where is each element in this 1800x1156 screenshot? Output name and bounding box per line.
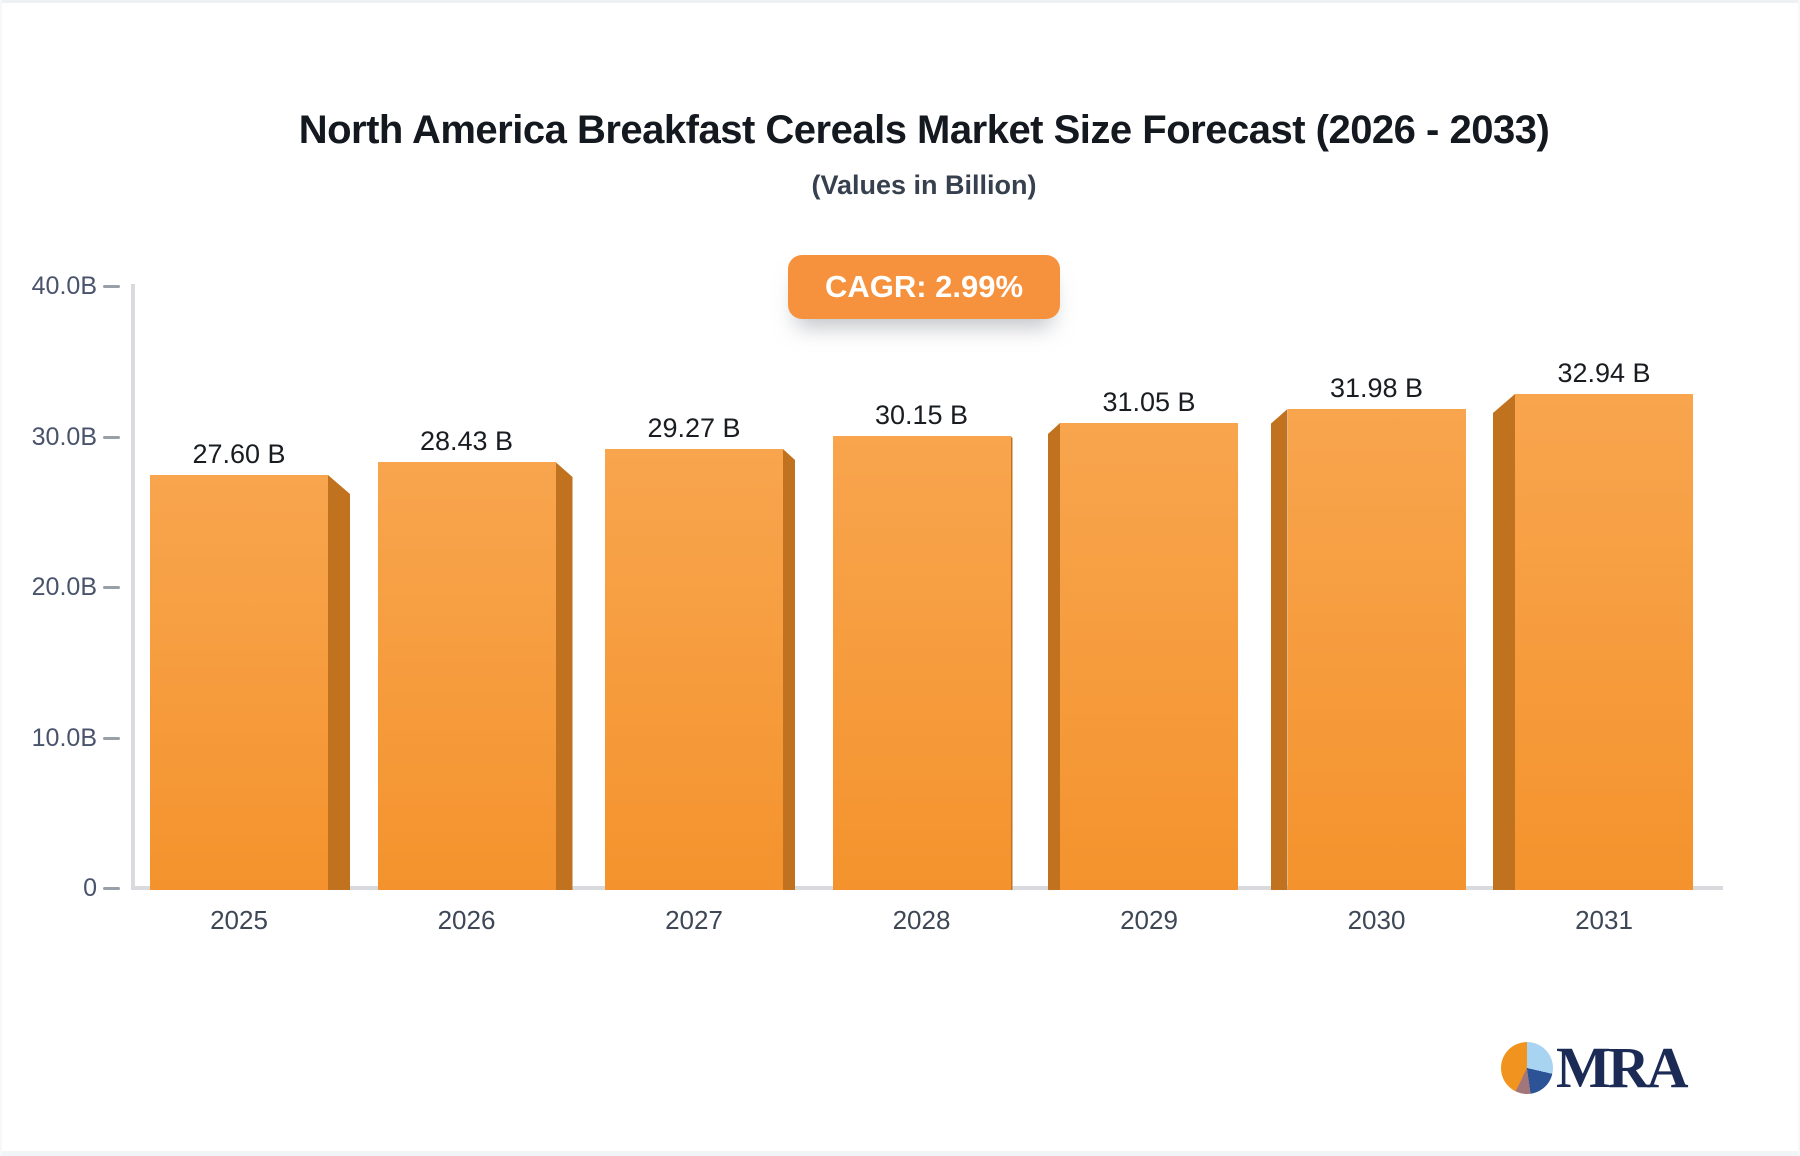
- bar-side-face: [1493, 394, 1515, 890]
- bar-value-label: 29.27 B: [647, 413, 741, 443]
- y-tick-label: 0: [83, 874, 97, 902]
- x-tick-label: 2028: [892, 905, 951, 935]
- bar-value-label: 31.05 B: [1102, 387, 1196, 417]
- bar-side-face: [783, 449, 795, 890]
- bar-value-label: 28.43 B: [419, 426, 514, 456]
- bar: [377, 462, 556, 890]
- x-tick-label: 2026: [437, 905, 496, 935]
- x-tick-label: 2029: [1120, 905, 1178, 935]
- bar-value-label: 30.15 B: [874, 400, 969, 430]
- y-tick-dash: [103, 285, 120, 288]
- pie-chart-icon: [1501, 1042, 1553, 1094]
- bar-side-face: [1270, 409, 1288, 890]
- x-tick-label: 2025: [210, 905, 268, 935]
- x-tick-label: 2031: [1575, 905, 1633, 935]
- y-tick-label: 10.0B: [31, 723, 97, 752]
- x-tick-label: 2030: [1347, 905, 1406, 935]
- cagr-badge: CAGR: 2.99%: [788, 255, 1060, 319]
- bar-value-label: 31.98 B: [1329, 373, 1424, 403]
- bar-side-face: [1048, 423, 1060, 890]
- y-tick-dash: [103, 736, 120, 740]
- brand-logo: MRA: [1501, 1035, 1689, 1100]
- bar: [1060, 423, 1238, 890]
- bar-side-face: [555, 462, 573, 890]
- y-axis-line: [131, 284, 135, 890]
- bar-side-face: [1010, 436, 1013, 890]
- bar-value-label: 32.94 B: [1557, 358, 1651, 388]
- bar-value-label: 27.60 B: [192, 439, 286, 469]
- chart-subtitle: (Values in Billion): [811, 170, 1037, 200]
- y-tick-dash: [103, 887, 120, 890]
- bar: [605, 449, 783, 890]
- page-edge-top: [0, 0, 1800, 3]
- brand-name: MRA: [1556, 1035, 1689, 1100]
- bar-side-face: [328, 475, 350, 890]
- bar: [1515, 394, 1693, 890]
- page-edge-right: [1798, 0, 1800, 1156]
- y-tick-label: 30.0B: [31, 422, 97, 451]
- y-tick-label: 40.0B: [31, 272, 97, 300]
- y-tick-dash: [103, 586, 120, 589]
- y-tick-label: 20.0B: [31, 573, 97, 601]
- bar: [832, 436, 1011, 890]
- y-tick-dash: [103, 435, 120, 439]
- bar: [1287, 409, 1466, 890]
- bar: [150, 475, 328, 890]
- page-edge-left: [0, 0, 2, 1156]
- chart-title: North America Breakfast Cereals Market S…: [298, 108, 1550, 152]
- x-tick-label: 2027: [665, 905, 723, 935]
- page-edge-bottom: [0, 1151, 1800, 1156]
